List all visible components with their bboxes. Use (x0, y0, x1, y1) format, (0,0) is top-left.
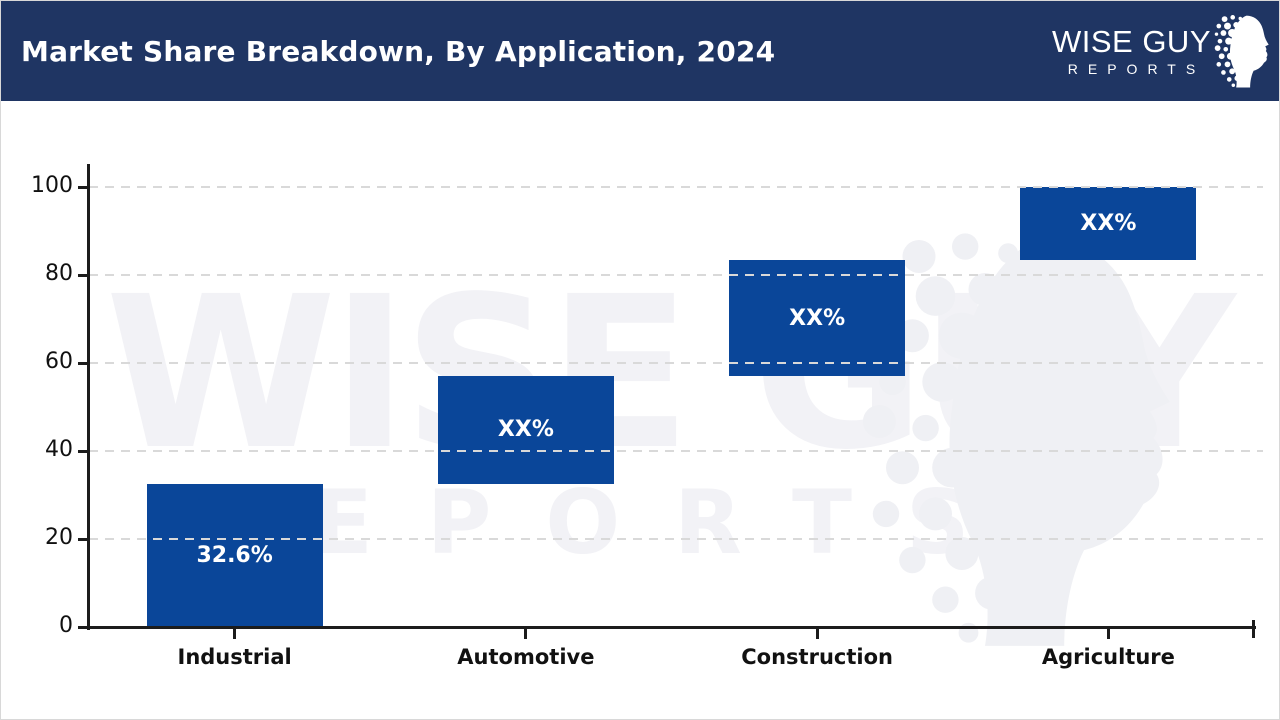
x-tick-automotive (524, 629, 528, 639)
bar-value-label-agriculture: XX% (1080, 211, 1137, 237)
y-tick-0 (78, 625, 89, 629)
bar-industrial: 32.6% (146, 483, 323, 627)
y-tick-label-80: 80 (45, 261, 73, 286)
gridline-100 (89, 186, 1263, 188)
x-category-label-construction: Construction (741, 645, 893, 669)
y-tick-label-0: 0 (59, 613, 73, 638)
x-tick-agriculture (1106, 629, 1110, 639)
x-axis-line (87, 626, 1256, 629)
y-tick-100 (78, 185, 89, 189)
y-tick-label-40: 40 (45, 437, 73, 462)
bar-automotive: XX% (437, 375, 614, 484)
x-category-label-industrial: Industrial (177, 645, 292, 669)
x-axis-end-tick (1252, 620, 1255, 638)
x-tick-construction (815, 629, 819, 639)
bar-value-label-automotive: XX% (497, 417, 554, 443)
gridline-20 (89, 538, 1263, 540)
gridline-60 (89, 362, 1263, 364)
x-category-label-automotive: Automotive (457, 645, 595, 669)
x-tick-industrial (233, 629, 237, 639)
brand-head-icon (1214, 15, 1269, 88)
y-tick-label-100: 100 (31, 173, 73, 198)
header-bar: Market Share Breakdown, By Application, … (1, 1, 1279, 101)
bar-value-label-industrial: 32.6% (196, 542, 273, 568)
gridline-40 (89, 450, 1263, 452)
bar-value-label-construction: XX% (789, 305, 846, 331)
chart-title: Market Share Breakdown, By Application, … (21, 34, 776, 68)
brand-name: WISE GUY (1051, 24, 1211, 59)
y-tick-80 (78, 273, 89, 277)
y-tick-60 (78, 361, 89, 365)
brand-logo: WISE GUY REPORTS (1052, 11, 1279, 91)
y-tick-label-60: 60 (45, 349, 73, 374)
y-tick-40 (78, 449, 89, 453)
brand-subname: REPORTS (1067, 61, 1206, 77)
y-axis-line (87, 164, 90, 630)
y-tick-20 (78, 537, 89, 541)
bar-construction: XX% (729, 260, 906, 376)
bar-agriculture: XX% (1020, 187, 1197, 261)
brand-logo-text: WISE GUY REPORTS (1052, 26, 1211, 76)
gridline-80 (89, 274, 1263, 276)
y-tick-label-20: 20 (45, 525, 73, 550)
x-category-label-agriculture: Agriculture (1041, 645, 1175, 669)
